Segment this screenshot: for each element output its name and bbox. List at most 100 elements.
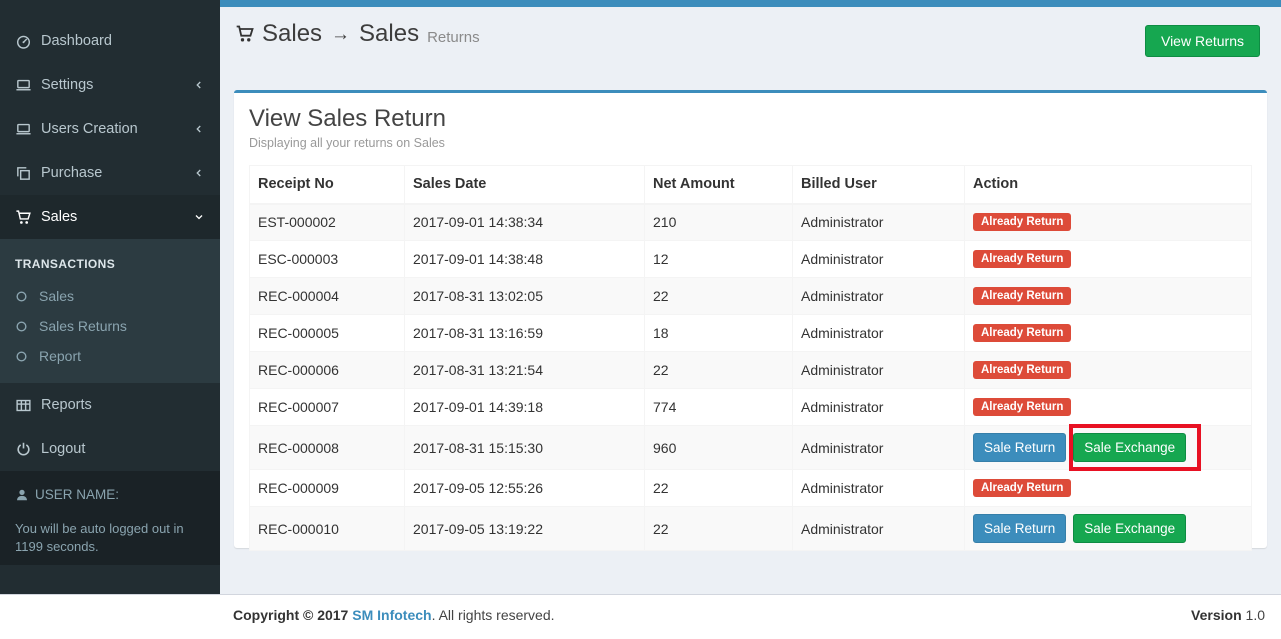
circle-o-icon (15, 290, 39, 303)
already-return-badge: Already Return (973, 479, 1072, 497)
sale-return-button[interactable]: Sale Return (973, 514, 1067, 543)
receipt-no-cell: ESC-000003 (249, 240, 405, 278)
billed-user-cell: Administrator (792, 425, 965, 470)
already-return-badge: Already Return (973, 324, 1072, 342)
action-cell: Already Return (964, 277, 1252, 315)
top-accent-bar (220, 0, 1281, 7)
sale-return-button[interactable]: Sale Return (973, 433, 1067, 462)
net-amount-cell: 22 (644, 351, 793, 389)
receipt-no-cell: REC-000009 (249, 469, 405, 507)
brand-link[interactable]: SM Infotech (352, 607, 432, 623)
laptop-icon (15, 77, 41, 94)
breadcrumb-primary[interactable]: Sales (262, 20, 323, 47)
sales-date-cell: 2017-08-31 13:16:59 (404, 314, 645, 352)
sales-date-cell: 2017-09-01 14:39:18 (404, 388, 645, 426)
copy-icon (15, 165, 41, 182)
sales-date-cell: 2017-08-31 13:21:54 (404, 351, 645, 389)
chevron-left-icon (193, 167, 205, 179)
cart-icon (15, 209, 41, 226)
table-row: REC-000004 2017-08-31 13:02:05 22 Admini… (249, 277, 1252, 315)
billed-user-cell: Administrator (792, 314, 965, 352)
billed-user-cell: Administrator (792, 203, 965, 241)
sidebar-subitem-sales-returns[interactable]: Sales Returns (0, 311, 220, 341)
already-return-badge: Already Return (973, 361, 1072, 379)
sidebar-subitem-report[interactable]: Report (0, 341, 220, 371)
table-header-row: Receipt No Sales Date Net Amount Billed Use… (249, 165, 1252, 205)
view-returns-button[interactable]: View Returns (1144, 25, 1260, 57)
receipt-no-cell: EST-000002 (249, 203, 405, 241)
receipt-no-cell: REC-000005 (249, 314, 405, 352)
sidebar-item-label: Dashboard (41, 33, 112, 49)
sidebar-item-dashboard[interactable]: Dashboard (0, 19, 220, 63)
version-text: Version 1.0 (1191, 607, 1265, 623)
laptop-icon (15, 121, 41, 138)
chevron-left-icon (193, 123, 205, 135)
sidebar-subitem-label: Report (39, 348, 82, 364)
main-content: Sales → Sales Returns View Returns View … (220, 0, 1281, 594)
sidebar-item-reports[interactable]: Reports (0, 383, 220, 427)
user-panel: USER NAME: You will be auto logged out i… (0, 471, 220, 565)
user-name-label: USER NAME: (35, 487, 120, 502)
sales-return-panel: View Sales Return Displaying all your re… (234, 90, 1267, 551)
dashboard-icon (15, 33, 41, 50)
sidebar-item-sales[interactable]: Sales (0, 195, 220, 239)
net-amount-cell: 210 (644, 203, 793, 241)
net-amount-cell: 22 (644, 469, 793, 507)
table-row: EST-000002 2017-09-01 14:38:34 210 Admin… (249, 203, 1252, 241)
sidebar-subitem-label: Sales (39, 288, 75, 304)
content-header: Sales → Sales Returns View Returns (220, 7, 1281, 57)
column-header: Action (964, 165, 1252, 205)
receipt-no-cell: REC-000004 (249, 277, 405, 315)
billed-user-cell: Administrator (792, 351, 965, 389)
panel-subtitle: Displaying all your returns on Sales (249, 136, 445, 150)
billed-user-cell: Administrator (792, 506, 965, 551)
action-cell: Already Return (964, 469, 1252, 507)
user-icon (15, 488, 35, 502)
breadcrumb-secondary: Sales (359, 20, 420, 47)
sidebar-item-label: Reports (41, 397, 92, 413)
circle-o-icon (15, 320, 39, 333)
receipt-no-cell: REC-000007 (249, 388, 405, 426)
receipt-no-cell: REC-000008 (249, 425, 405, 470)
billed-user-cell: Administrator (792, 388, 965, 426)
sale-exchange-button[interactable]: Sale Exchange (1073, 514, 1187, 543)
net-amount-cell: 22 (644, 506, 793, 551)
sidebar-item-purchase[interactable]: Purchase (0, 151, 220, 195)
chevron-down-icon (193, 211, 205, 223)
column-header: Net Amount (644, 165, 793, 205)
sidebar-item-users-creation[interactable]: Users Creation (0, 107, 220, 151)
table-row: ESC-000003 2017-09-01 14:38:48 12 Admini… (249, 240, 1252, 278)
breadcrumb-sub: Returns (427, 28, 480, 46)
net-amount-cell: 774 (644, 388, 793, 426)
sidebar-subitem-label: Sales Returns (39, 318, 127, 334)
sidebar-item-label: Purchase (41, 165, 103, 181)
column-header: Sales Date (404, 165, 645, 205)
net-amount-cell: 22 (644, 277, 793, 315)
panel-title: View Sales Return (249, 105, 446, 132)
sale-exchange-button[interactable]: Sale Exchange (1069, 424, 1201, 471)
power-icon (15, 441, 41, 458)
chevron-left-icon (193, 79, 205, 91)
cart-icon (235, 24, 255, 44)
sales-date-cell: 2017-08-31 13:02:05 (404, 277, 645, 315)
sales-date-cell: 2017-09-05 13:19:22 (404, 506, 645, 551)
table-row: REC-000006 2017-08-31 13:21:54 22 Admini… (249, 351, 1252, 389)
already-return-badge: Already Return (973, 250, 1072, 268)
auto-logout-message: You will be auto logged out in 1199 seco… (15, 521, 184, 554)
table-icon (15, 397, 41, 414)
sidebar-subitem-sales[interactable]: Sales (0, 281, 220, 311)
action-cell: Already Return (964, 314, 1252, 352)
footer: Copyright © 2017 SM Infotech. All rights… (0, 594, 1281, 639)
sales-date-cell: 2017-08-31 15:15:30 (404, 425, 645, 470)
sidebar: Dashboard Settings Users Creation (0, 0, 220, 594)
sidebar-item-logout[interactable]: Logout (0, 427, 220, 471)
sales-date-cell: 2017-09-05 12:55:26 (404, 469, 645, 507)
sidebar-item-settings[interactable]: Settings (0, 63, 220, 107)
action-cell: Already Return (964, 240, 1252, 278)
copyright-text: Copyright © 2017 SM Infotech. All rights… (233, 607, 555, 623)
net-amount-cell: 960 (644, 425, 793, 470)
already-return-badge: Already Return (973, 213, 1072, 232)
sidebar-item-label: Users Creation (41, 121, 138, 137)
column-header: Receipt No (249, 165, 405, 205)
